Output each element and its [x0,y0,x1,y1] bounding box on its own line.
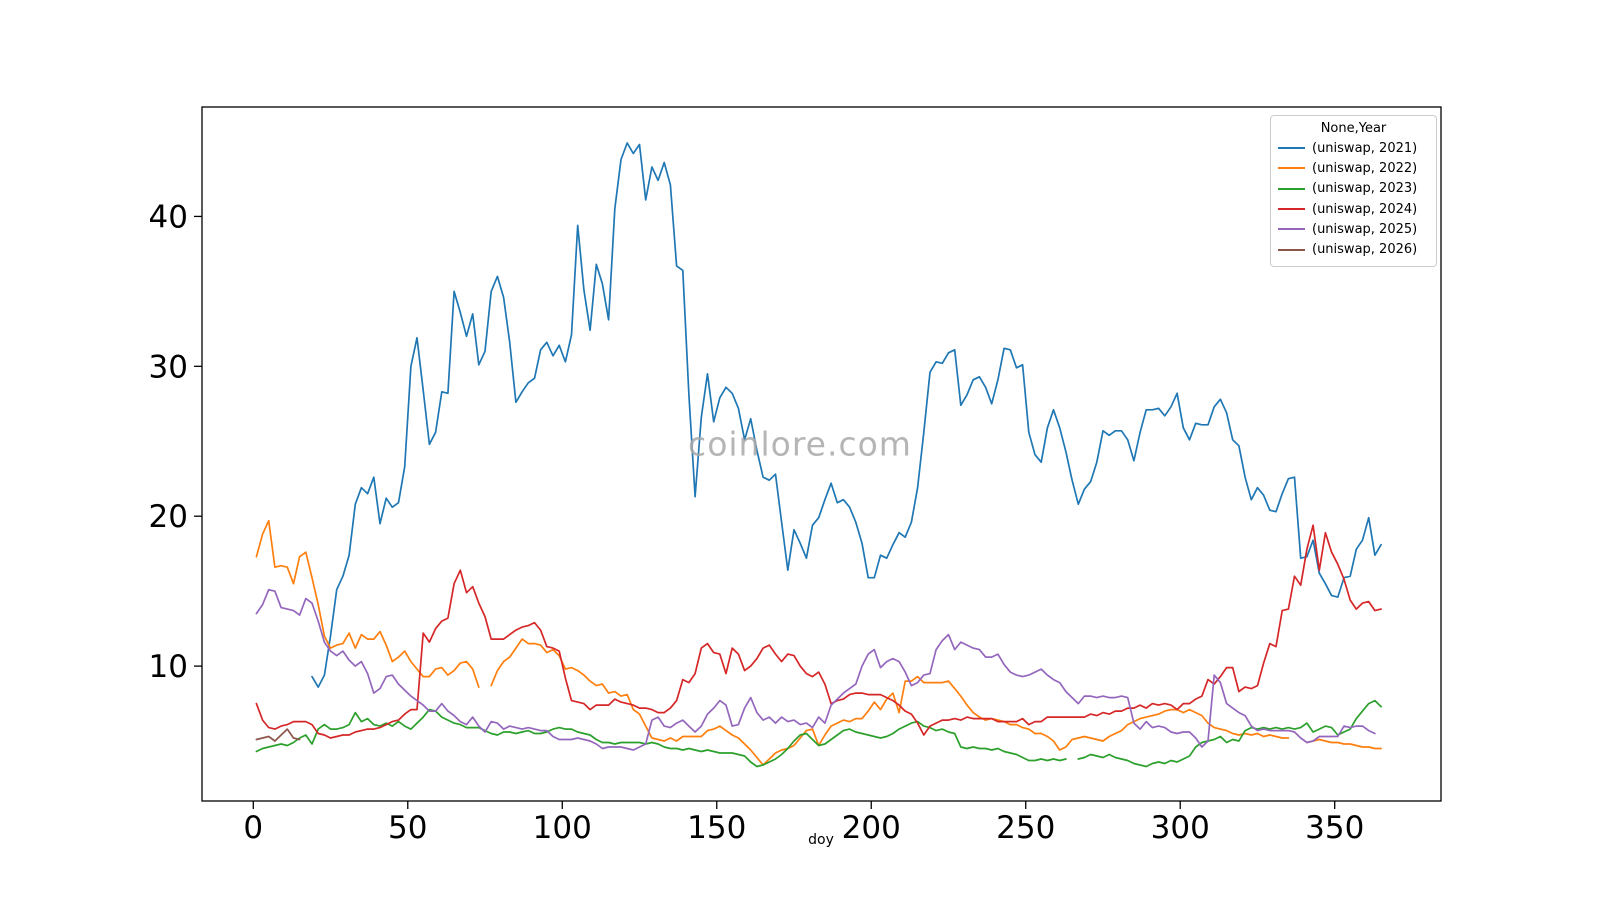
legend-entry-label: (uniswap, 2023) [1312,181,1418,197]
y-tick-label: 40 [149,199,188,235]
x-tick-label: 150 [687,810,746,846]
x-tick-label: 300 [1151,810,1210,846]
legend-entries: (uniswap, 2021) (uniswap, 2022) (uniswap, … [1278,138,1429,260]
legend-entry: (uniswap, 2021) [1278,138,1429,158]
x-tick-label: 250 [996,810,1055,846]
legend-title: None,Year [1320,121,1387,136]
legend-line-swatch [1278,228,1305,231]
legend-entry-label: (uniswap, 2021) [1312,140,1418,156]
legend: None,Year (uniswap, 2021) (uniswap, 2022)… [1270,115,1437,267]
legend-entry: (uniswap, 2026) [1278,239,1429,259]
legend-line-swatch [1278,248,1305,251]
legend-line-swatch [1278,147,1305,150]
legend-entry: (uniswap, 2022) [1278,158,1429,178]
series-line [311,142,1382,688]
legend-line-swatch [1278,208,1305,211]
x-tick-label: 350 [1305,810,1364,846]
x-axis-label: doy [808,832,834,848]
legend-entry: (uniswap, 2025) [1278,219,1429,239]
x-tick-label: 100 [533,810,592,846]
y-tick-label: 10 [149,649,188,685]
x-tick-label: 50 [388,810,427,846]
legend-line-swatch [1278,187,1305,190]
axes-spines [201,106,1442,802]
series-line [255,588,1376,751]
legend-entry: (uniswap, 2024) [1278,199,1429,219]
legend-entry-label: (uniswap, 2024) [1312,201,1418,217]
series-line [255,699,1382,768]
legend-entry-label: (uniswap, 2022) [1312,160,1418,176]
legend-entry-label: (uniswap, 2026) [1312,242,1418,258]
legend-line-swatch [1278,167,1305,170]
legend-entry-label: (uniswap, 2025) [1312,221,1418,237]
y-tick-label: 30 [149,349,188,385]
series-line [255,519,1382,766]
series-line [255,524,1382,739]
x-tick-label: 200 [842,810,901,846]
series-line [255,728,301,742]
legend-entry: (uniswap, 2023) [1278,179,1429,199]
x-tick-label: 0 [243,810,263,846]
y-tick-label: 20 [149,499,188,535]
